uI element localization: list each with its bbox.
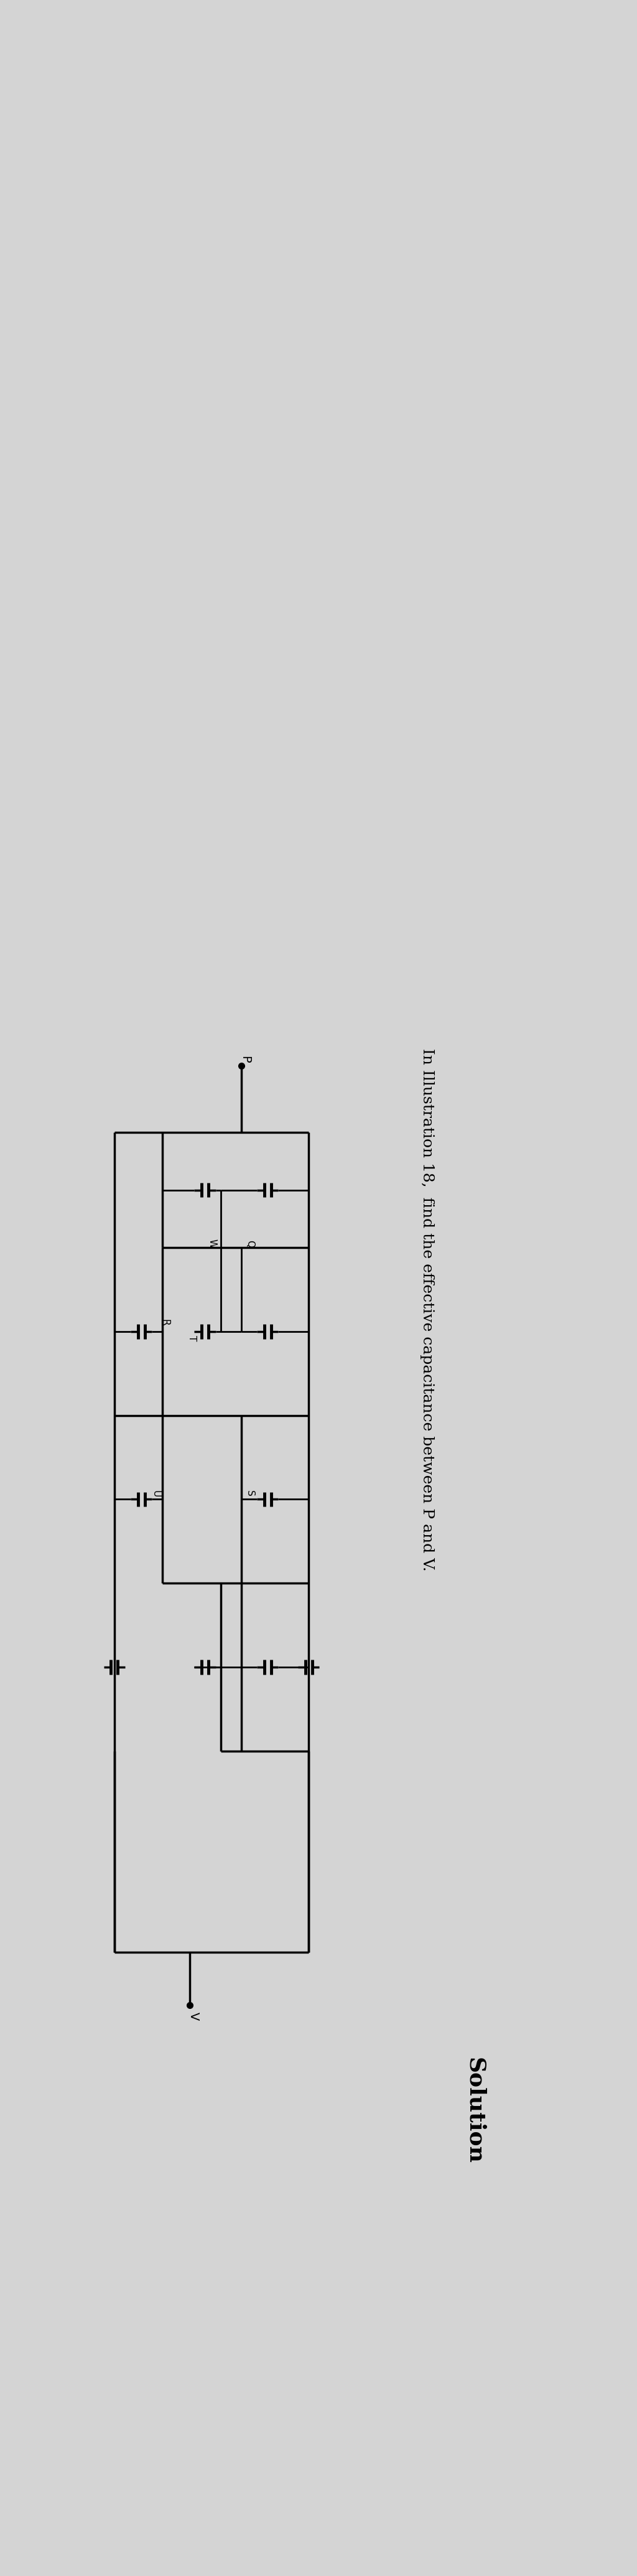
- Text: V: V: [187, 2012, 199, 2020]
- Text: Solution: Solution: [464, 2058, 485, 2164]
- Text: U: U: [151, 1489, 160, 1497]
- Text: Q: Q: [245, 1239, 254, 1247]
- Text: W: W: [208, 1239, 217, 1249]
- Text: T: T: [187, 1334, 197, 1342]
- Text: In Illustration 18,  find the effective capacitance between P and V.: In Illustration 18, find the effective c…: [420, 1048, 434, 1571]
- Text: R: R: [161, 1319, 169, 1327]
- Text: P: P: [239, 1056, 251, 1064]
- Text: S: S: [245, 1492, 254, 1497]
